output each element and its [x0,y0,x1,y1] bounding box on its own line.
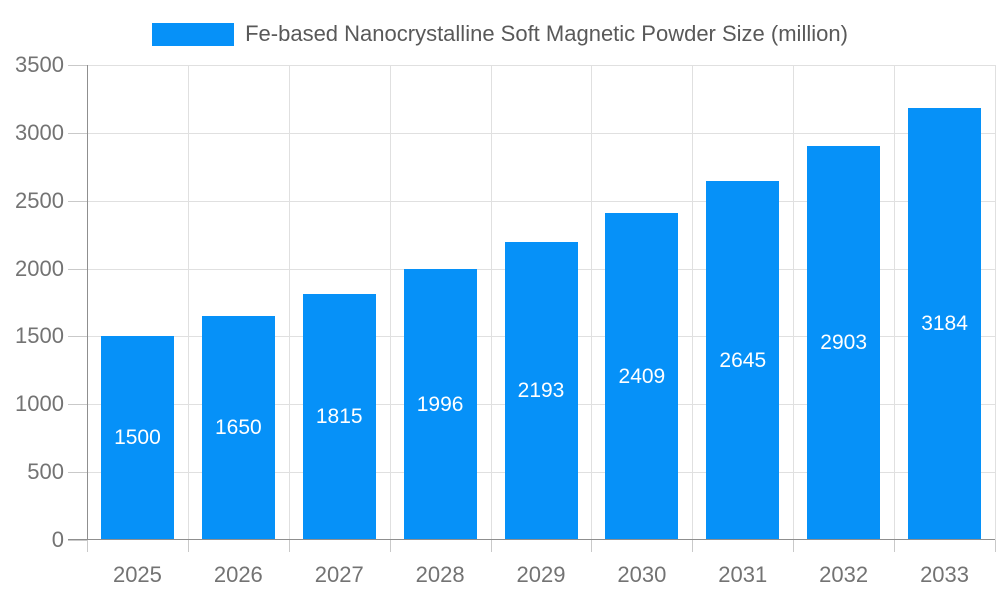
x-tick-mark [793,540,795,552]
y-gridline [87,65,995,66]
legend-swatch [152,22,235,46]
x-tick-label: 2027 [314,562,364,587]
x-tick-label: 2028 [415,562,465,587]
bar-2030 [605,213,679,539]
legend[interactable]: Fe-based Nanocrystalline Soft Magnetic P… [0,21,1000,47]
y-tick-label: 3000 [15,119,64,145]
bar-value-label: 1996 [416,392,464,416]
y-tick-mark [68,200,87,202]
plot-area: 1500 1650 1815 1996 2193 2409 2645 2903 3184 [68,65,996,540]
x-tick-label: 2026 [213,562,263,587]
x-gridline [389,65,391,540]
y-tick-mark [68,268,87,270]
y-tick-mark [68,540,87,541]
bar-value-label: 2409 [618,364,666,388]
y-tick-label: 2000 [15,255,64,281]
y-tick-mark [68,65,87,66]
bar-value-label: 3184 [921,311,968,335]
x-tick-mark [288,540,290,552]
x-tick-mark [87,540,88,552]
x-tick-label: 2029 [516,562,566,587]
bar-2033 [908,107,982,539]
y-tick-label: 3500 [15,52,64,77]
x-tick-mark [692,540,694,552]
x-tick-mark [894,540,896,552]
y-axis-line [87,65,88,540]
x-gridline [692,65,694,540]
x-tick-mark [995,540,996,552]
bar-2032 [807,146,881,539]
x-gridline [591,65,593,540]
x-tick-label: 2032 [819,562,869,587]
bar-2027 [302,293,376,539]
x-tick-label: 2031 [718,562,768,587]
x-tick-mark [490,540,492,552]
y-tick-mark [68,404,87,406]
x-gridline [187,65,189,540]
y-tick-mark [68,132,87,134]
x-tick-mark [187,540,189,552]
x-axis-line [68,539,995,540]
bar-2031 [706,181,780,539]
bar-value-label: 2193 [517,379,565,403]
y-tick-label: 1500 [15,323,64,349]
y-gridline [87,200,995,202]
bar-value-label: 1815 [315,404,363,428]
y-tick-mark [68,336,87,338]
y-tick-label: 0 [51,527,64,552]
legend-label: Fe-based Nanocrystalline Soft Magnetic P… [245,21,848,46]
x-tick-label: 2025 [112,562,162,587]
x-gridline [288,65,290,540]
y-tick-label: 2500 [15,187,64,213]
bar-value-label: 2903 [820,331,868,354]
bar-value-label: 2645 [719,348,767,372]
y-tick-mark [68,472,87,474]
y-tick-label: 500 [27,459,64,485]
bar-2025 [100,336,174,539]
y-gridline [87,132,995,134]
y-tick-label: 1000 [15,391,64,417]
x-gridline [490,65,492,540]
bar-2029 [504,242,578,539]
x-tick-label: 2033 [920,562,970,587]
x-gridline [894,65,896,540]
x-tick-label: 2030 [617,562,667,587]
bar-value-label: 1650 [214,416,262,440]
bar-value-label: 1500 [114,426,161,450]
x-gridline [995,65,996,540]
bar-2028 [403,269,477,539]
x-tick-mark [591,540,593,552]
x-tick-mark [389,540,391,552]
x-gridline [793,65,795,540]
bar-2026 [201,316,275,539]
